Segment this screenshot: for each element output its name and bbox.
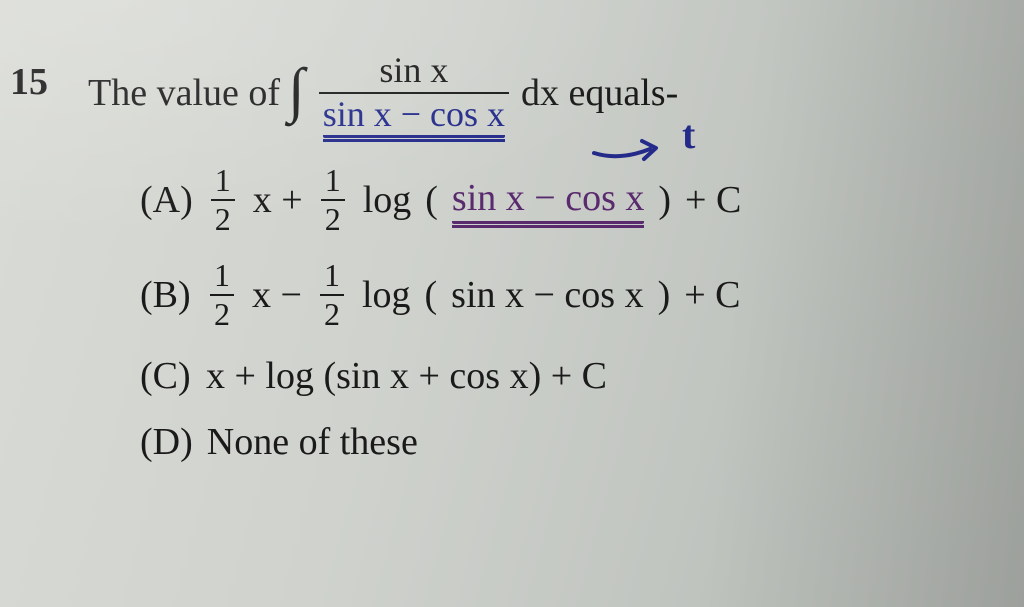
paren-close: ) xyxy=(658,178,671,222)
paren-open: ( xyxy=(425,273,438,317)
question-number: 15 xyxy=(10,60,48,104)
option-text: x − xyxy=(252,273,302,317)
frac-num: 1 xyxy=(211,164,235,200)
denominator-marked: sin x − cos x xyxy=(323,94,505,138)
integrand-fraction: sin x sin x − cos x xyxy=(319,52,509,134)
frac-den: 2 xyxy=(210,294,234,332)
log-text: log xyxy=(362,273,411,317)
option-text: x + log (sin x + cos x) + C xyxy=(206,354,607,398)
paren-open: ( xyxy=(425,178,438,222)
log-text: log xyxy=(363,178,412,222)
option-text: x + xyxy=(253,178,303,222)
frac-num: 1 xyxy=(320,259,344,295)
page: 15 The value of ∫ sin x sin x − cos x dx… xyxy=(0,0,1024,607)
stem-tail: dx equals- xyxy=(521,71,678,115)
option-label: (A) xyxy=(140,178,193,222)
paren-close: ) xyxy=(658,273,671,317)
frac-den: 2 xyxy=(320,294,344,332)
stem-lead: The value of xyxy=(88,71,280,115)
option-tail: + C xyxy=(684,273,740,317)
option-b: (B) 1 2 x − 1 2 log ( sin x − cos x ) + … xyxy=(140,259,1004,332)
option-arg: sin x − cos x xyxy=(451,273,643,317)
handwritten-annotation: t xyxy=(590,115,697,165)
option-d: (D) None of these xyxy=(140,420,1004,464)
frac-num: 1 xyxy=(210,259,234,295)
option-arg-marked: sin x − cos x xyxy=(452,176,644,224)
handwritten-t: t xyxy=(682,112,695,157)
arrow-icon xyxy=(590,131,680,165)
option-label: (C) xyxy=(140,354,192,398)
question-stem: The value of ∫ sin x sin x − cos x dx eq… xyxy=(88,52,1004,134)
option-tail: + C xyxy=(685,178,741,222)
integrand-denominator: sin x − cos x xyxy=(319,92,509,134)
option-label: (D) xyxy=(140,420,193,464)
frac-num: 1 xyxy=(321,164,345,200)
option-c: (C) x + log (sin x + cos x) + C xyxy=(140,354,1004,398)
frac-den: 2 xyxy=(321,199,345,237)
frac-den: 2 xyxy=(211,199,235,237)
option-label: (B) xyxy=(140,273,192,317)
integrand-numerator: sin x xyxy=(375,52,452,92)
option-a: (A) 1 2 x + 1 2 log ( sin x − cos x ) + … xyxy=(140,164,1004,237)
option-text: None of these xyxy=(207,420,418,464)
options-list: (A) 1 2 x + 1 2 log ( sin x − cos x ) + … xyxy=(140,164,1004,464)
